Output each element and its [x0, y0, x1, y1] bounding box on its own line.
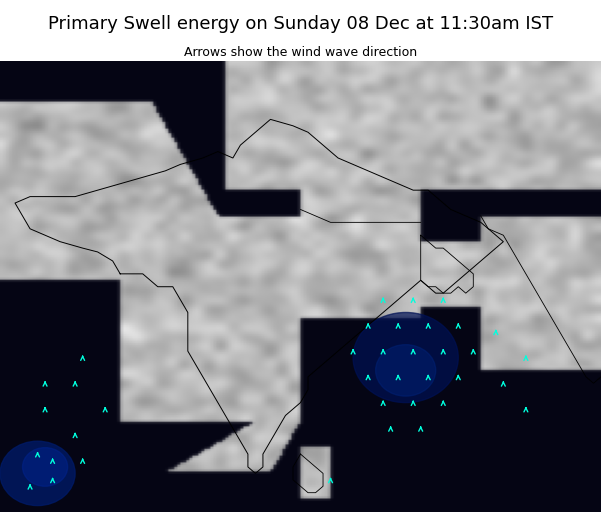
- Circle shape: [0, 441, 75, 505]
- Circle shape: [353, 312, 458, 402]
- Circle shape: [376, 345, 436, 396]
- Circle shape: [23, 447, 68, 486]
- Text: Primary Swell energy on Sunday 08 Dec at 11:30am IST: Primary Swell energy on Sunday 08 Dec at…: [48, 15, 553, 33]
- Text: Arrows show the wind wave direction: Arrows show the wind wave direction: [184, 46, 417, 59]
